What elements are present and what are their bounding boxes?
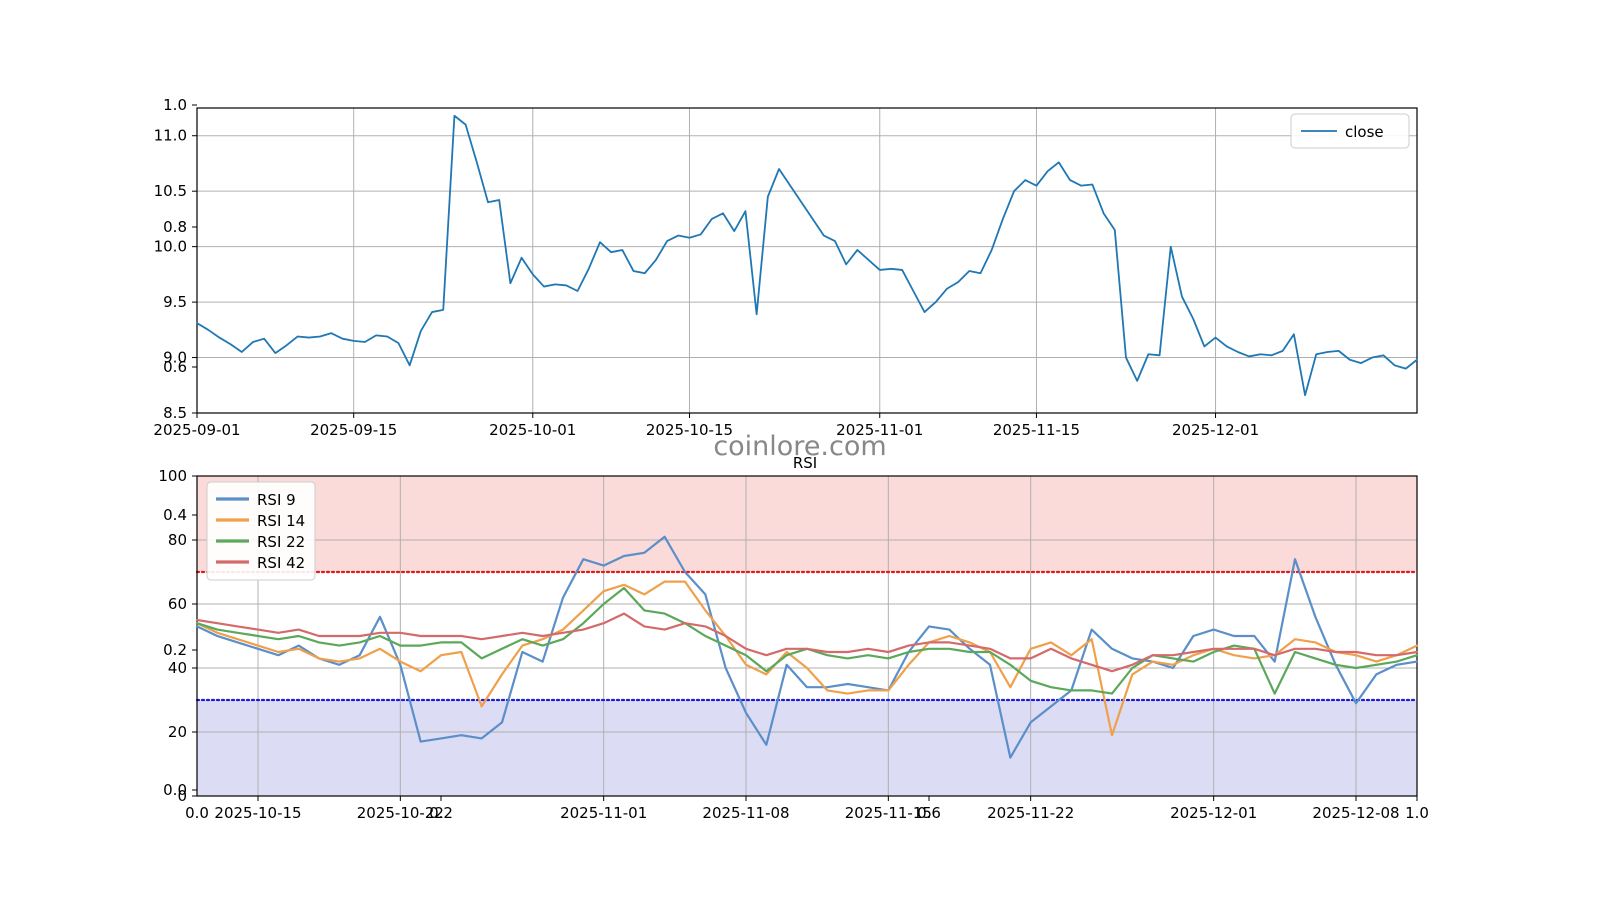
rsi-normalized-xtick-label: 0.0 [185,804,209,822]
rsi-xtick-label: 2025-10-22 [357,804,444,822]
price-xtick-label: 2025-09-01 [153,421,240,439]
rsi-series-rsi-42 [195,612,1419,673]
rsi-ytick-label: 0 [177,787,187,805]
rsi-oversold-band [197,700,1417,796]
rsi-xtick-label: 2025-12-08 [1312,804,1399,822]
price-xtick-label: 2025-11-01 [836,421,923,439]
rsi-ytick-label: 100 [158,467,187,485]
price-xtick-label: 2025-09-15 [310,421,397,439]
price-ytick-label: 9.0 [163,349,187,367]
rsi-xtick-label: 2025-12-01 [1170,804,1257,822]
rsi-ytick-label: 60 [168,595,187,613]
rsi-xtick-label: 2025-10-15 [214,804,301,822]
rsi-normalized-xtick-label: 0.6 [917,804,941,822]
rsi-plot-frame [196,475,1418,797]
price-legend-label-close: close [1345,123,1384,141]
rsi-panel: 100 80 60 40 20 0 0.4 0.2 0.0 2025-10-15 2025-10-2… [158,467,1429,822]
rsi-normalized-ytick-label: 0.4 [163,506,187,524]
price-ytick-label: 10.0 [154,238,187,256]
price-normalized-ytick-label: 0.8 [163,218,187,236]
price-normalized-ytick-label: 1.0 [163,96,187,114]
rsi-series-rsi-9 [195,535,1419,759]
rsi-legend-box[interactable] [206,481,316,581]
price-xtick-label: 2025-10-15 [646,421,733,439]
rsi-normalized-xtick-label: 0.2 [429,804,453,822]
rsi-normalized-ytick-label: 0.2 [163,641,187,659]
rsi-xtick-label: 2025-11-08 [702,804,789,822]
rsi-legend-label-rsi-22: RSI 22 [257,533,305,551]
price-panel: 11.0 10.5 10.0 9.5 9.0 8.5 1.0 0.8 0.6 2025-09-01… [153,96,1418,439]
price-ytick-label: 11.0 [154,127,187,145]
price-ytick-label: 9.5 [163,293,187,311]
coinlore-watermark: coinlore.com [713,431,886,462]
rsi-ytick-label: 40 [168,659,187,677]
price-xtick-label: 2025-11-15 [993,421,1080,439]
rsi-xtick-label: 2025-11-15 [845,804,932,822]
price-ytick-label: 8.5 [163,404,187,422]
rsi-xtick-label: 2025-11-22 [987,804,1074,822]
price-legend-box[interactable] [1290,113,1410,149]
price-xtick-label: 2025-10-01 [489,421,576,439]
price-series-close [196,114,1418,397]
rsi-normalized-ytick-label: 0.0 [163,781,187,799]
rsi-legend-label-rsi-9: RSI 9 [257,491,296,509]
rsi-ytick-label: 20 [168,723,187,741]
rsi-xtick-label: 2025-11-01 [560,804,647,822]
rsi-legend-label-rsi-42: RSI 42 [257,554,305,572]
price-plot-frame [196,107,1418,414]
rsi-legend-label-rsi-14: RSI 14 [257,512,305,530]
price-normalized-ytick-label: 0.6 [163,358,187,376]
rsi-normalized-xtick-label: 1.0 [1405,804,1429,822]
rsi-overbought-band [197,476,1417,572]
price-xtick-label: 2025-12-01 [1172,421,1259,439]
rsi-ytick-label: 80 [168,531,187,549]
price-ytick-label: 10.5 [154,182,187,200]
rsi-panel-title: RSI [793,454,817,472]
